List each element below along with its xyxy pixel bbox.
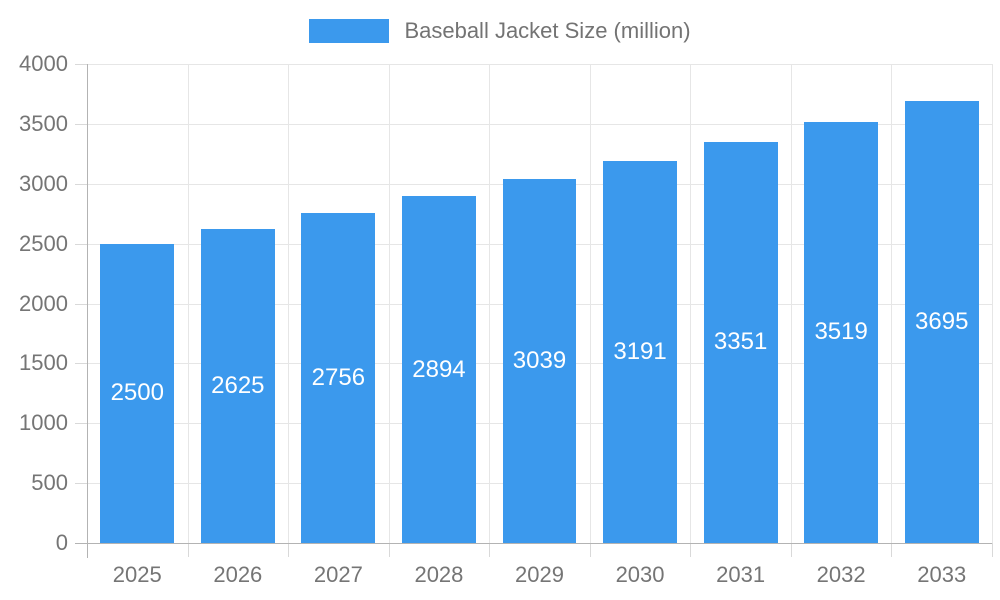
plot-area: 0 500 1000 1500 2000 2500 3000 3500 4000 2500 2025… <box>19 53 993 586</box>
y-tick-label: 3000 <box>19 170 68 196</box>
gridline-horizontal <box>87 64 992 65</box>
y-tick-mark <box>75 303 87 305</box>
y-tick-label: 3500 <box>19 110 68 136</box>
x-tick-label: 2029 <box>515 562 564 587</box>
y-tick-label: 0 <box>55 530 68 555</box>
x-tick-label: 2033 <box>917 562 967 587</box>
x-tick-mark <box>891 543 893 557</box>
gridline-vertical <box>992 64 993 543</box>
legend-label: Baseball Jacket Size (million) <box>404 18 691 43</box>
y-tick-label: 4000 <box>19 51 68 76</box>
gridline-vertical <box>489 64 491 543</box>
bar-value-label: 3695 <box>915 307 969 335</box>
gridline-vertical <box>891 64 893 543</box>
x-tick-mark <box>388 543 390 557</box>
bar <box>804 121 879 543</box>
y-tick-mark <box>75 123 87 125</box>
x-axis-line <box>75 543 992 544</box>
legend: Baseball Jacket Size (million) <box>0 17 1000 45</box>
bar <box>301 212 376 543</box>
x-tick-mark <box>187 543 189 557</box>
x-tick-label: 2025 <box>112 562 162 587</box>
gridline-vertical <box>690 64 692 543</box>
y-tick-mark <box>75 423 87 425</box>
y-tick-mark <box>75 243 87 245</box>
x-tick-mark <box>790 543 792 557</box>
y-tick-label: 1000 <box>19 410 68 436</box>
bar <box>904 100 979 543</box>
bar-value-label: 2625 <box>211 371 265 399</box>
y-tick-label: 1500 <box>19 350 68 376</box>
x-tick-mark <box>690 543 692 557</box>
legend-swatch <box>309 19 390 43</box>
bar <box>200 228 275 543</box>
x-tick-mark <box>589 543 591 557</box>
gridline-horizontal <box>87 123 992 125</box>
y-tick-mark <box>75 183 87 185</box>
bar <box>703 141 778 543</box>
bar <box>401 196 476 543</box>
y-tick-mark <box>75 363 87 365</box>
x-tick-mark <box>992 543 993 557</box>
gridline-vertical <box>589 64 591 543</box>
bar-value-label: 2756 <box>311 363 366 391</box>
gridline-vertical <box>288 64 290 543</box>
y-tick-mark <box>75 483 87 485</box>
x-tick-label: 2027 <box>313 562 363 587</box>
bar-value-label: 3351 <box>713 328 768 356</box>
bar-value-label: 3039 <box>512 347 567 375</box>
gridline-vertical <box>790 64 792 543</box>
x-tick-label: 2030 <box>615 562 665 587</box>
x-tick-label: 2028 <box>414 562 464 587</box>
y-axis-line <box>87 64 88 558</box>
bar-value-label: 3519 <box>814 318 868 346</box>
y-tick-mark <box>75 64 87 65</box>
gridline-vertical <box>388 64 390 543</box>
y-tick-label: 2500 <box>19 230 68 256</box>
bar <box>603 160 677 543</box>
bar-value-label: 3191 <box>613 337 667 365</box>
bar-value-label: 2894 <box>412 355 466 383</box>
x-tick-label: 2031 <box>716 562 766 587</box>
x-tick-mark <box>489 543 491 557</box>
x-tick-label: 2026 <box>213 562 263 587</box>
bar <box>502 179 577 543</box>
bar-value-label: 2500 <box>110 379 164 407</box>
y-tick-label: 2000 <box>19 290 68 316</box>
gridline-vertical <box>187 64 189 543</box>
bar <box>100 243 175 543</box>
y-tick-label: 500 <box>31 470 68 496</box>
x-tick-label: 2032 <box>816 562 866 587</box>
x-tick-mark <box>288 543 290 557</box>
